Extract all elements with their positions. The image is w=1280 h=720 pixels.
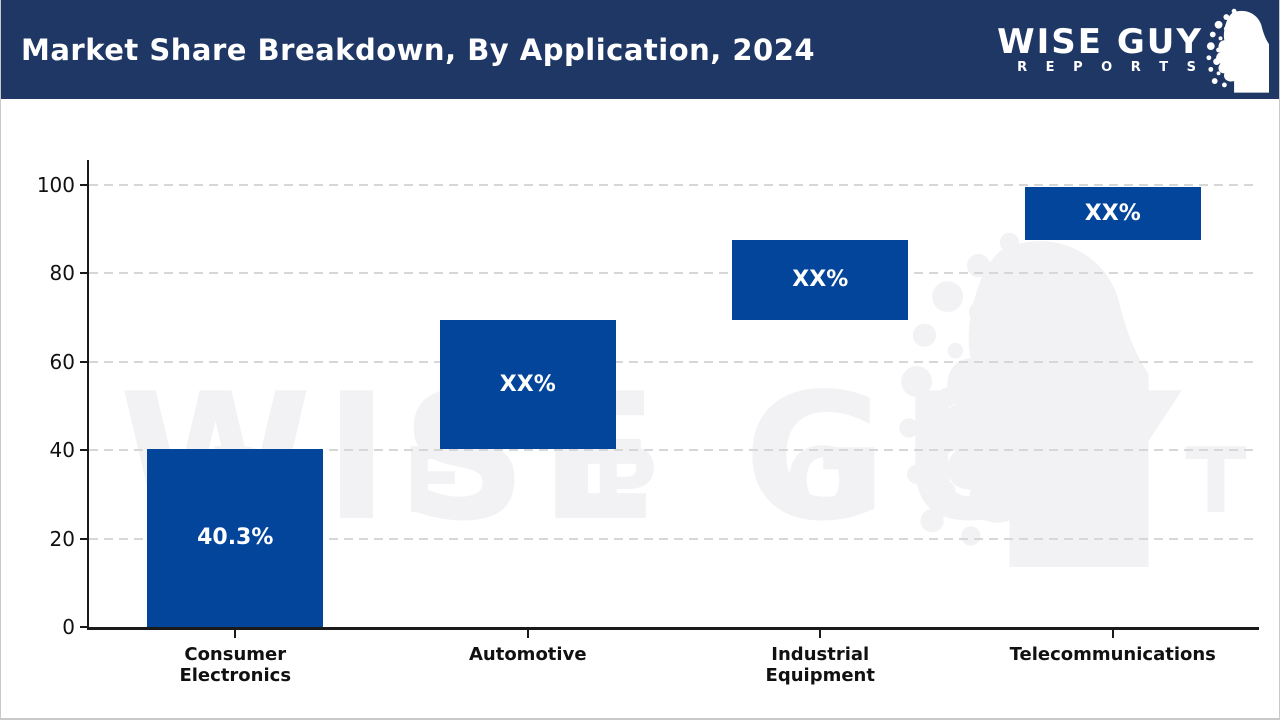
bar-value-label: XX% bbox=[499, 371, 556, 397]
y-tick-label-100: 100 bbox=[36, 173, 75, 197]
x-tick-label-line: Automotive bbox=[468, 644, 587, 665]
x-tick-label-automotive: Automotive bbox=[378, 644, 678, 665]
x-tick-label-consumer-electronics: Consumer Electronics bbox=[85, 644, 385, 686]
x-tick-label-line: Telecommunications bbox=[1009, 644, 1216, 665]
gridline-20 bbox=[89, 537, 1259, 540]
bar-consumer-electronics: 40.3% bbox=[147, 448, 324, 627]
gridline-80 bbox=[89, 272, 1259, 275]
y-tick-20 bbox=[80, 537, 87, 540]
brand-logo: WISE GUY R E P O R T S bbox=[997, 7, 1279, 93]
header-bar: Market Share Breakdown, By Application, … bbox=[1, 0, 1279, 99]
y-axis-line bbox=[87, 160, 89, 629]
x-tick-label-line: Industrial bbox=[771, 644, 870, 665]
x-tick-industrial-equipment bbox=[819, 630, 822, 638]
page-title: Market Share Breakdown, By Application, … bbox=[21, 32, 816, 67]
gridline-100 bbox=[89, 184, 1259, 186]
y-tick-80 bbox=[80, 272, 87, 275]
plot-area: 0 20 40 60 80 100 40.3% Consumer Electronics XX% A… bbox=[37, 160, 1259, 686]
y-tick-100 bbox=[80, 184, 87, 186]
y-tick-label-0: 0 bbox=[62, 615, 75, 639]
x-tick-consumer-electronics bbox=[234, 630, 237, 638]
x-axis-line bbox=[87, 627, 1259, 630]
x-tick-telecommunications bbox=[1111, 630, 1114, 638]
x-tick-label-line: Electronics bbox=[179, 665, 292, 686]
bar-automotive: XX% bbox=[439, 319, 616, 449]
y-tick-0 bbox=[80, 626, 87, 628]
x-tick-label-industrial-equipment: Industrial Equipment bbox=[670, 644, 970, 686]
x-tick-label-telecommunications: Telecommunications bbox=[963, 644, 1263, 665]
y-tick-40 bbox=[80, 449, 87, 452]
bar-telecommunications: XX% bbox=[1024, 186, 1201, 240]
bar-value-label: XX% bbox=[1084, 200, 1141, 226]
y-tick-label-80: 80 bbox=[49, 261, 75, 286]
y-tick-label-20: 20 bbox=[49, 526, 75, 551]
gridline-60 bbox=[89, 360, 1259, 363]
gridline-40 bbox=[89, 449, 1259, 452]
x-tick-automotive bbox=[526, 630, 529, 638]
bar-industrial-equipment: XX% bbox=[732, 239, 909, 320]
brand-name: WISE GUY bbox=[997, 21, 1203, 62]
x-tick-label-line: Consumer bbox=[184, 644, 287, 665]
bar-value-label: 40.3% bbox=[197, 525, 274, 551]
x-tick-label-line: Equipment bbox=[765, 665, 875, 686]
dotted-face-profile-icon bbox=[1206, 8, 1269, 93]
bar-value-label: XX% bbox=[792, 267, 849, 293]
y-tick-label-60: 60 bbox=[49, 349, 75, 374]
brand-logo-text: WISE GUY R E P O R T S bbox=[997, 24, 1203, 76]
y-tick-label-40: 40 bbox=[49, 438, 75, 463]
brand-subname: R E P O R T S bbox=[1017, 59, 1203, 75]
y-tick-60 bbox=[80, 360, 87, 363]
